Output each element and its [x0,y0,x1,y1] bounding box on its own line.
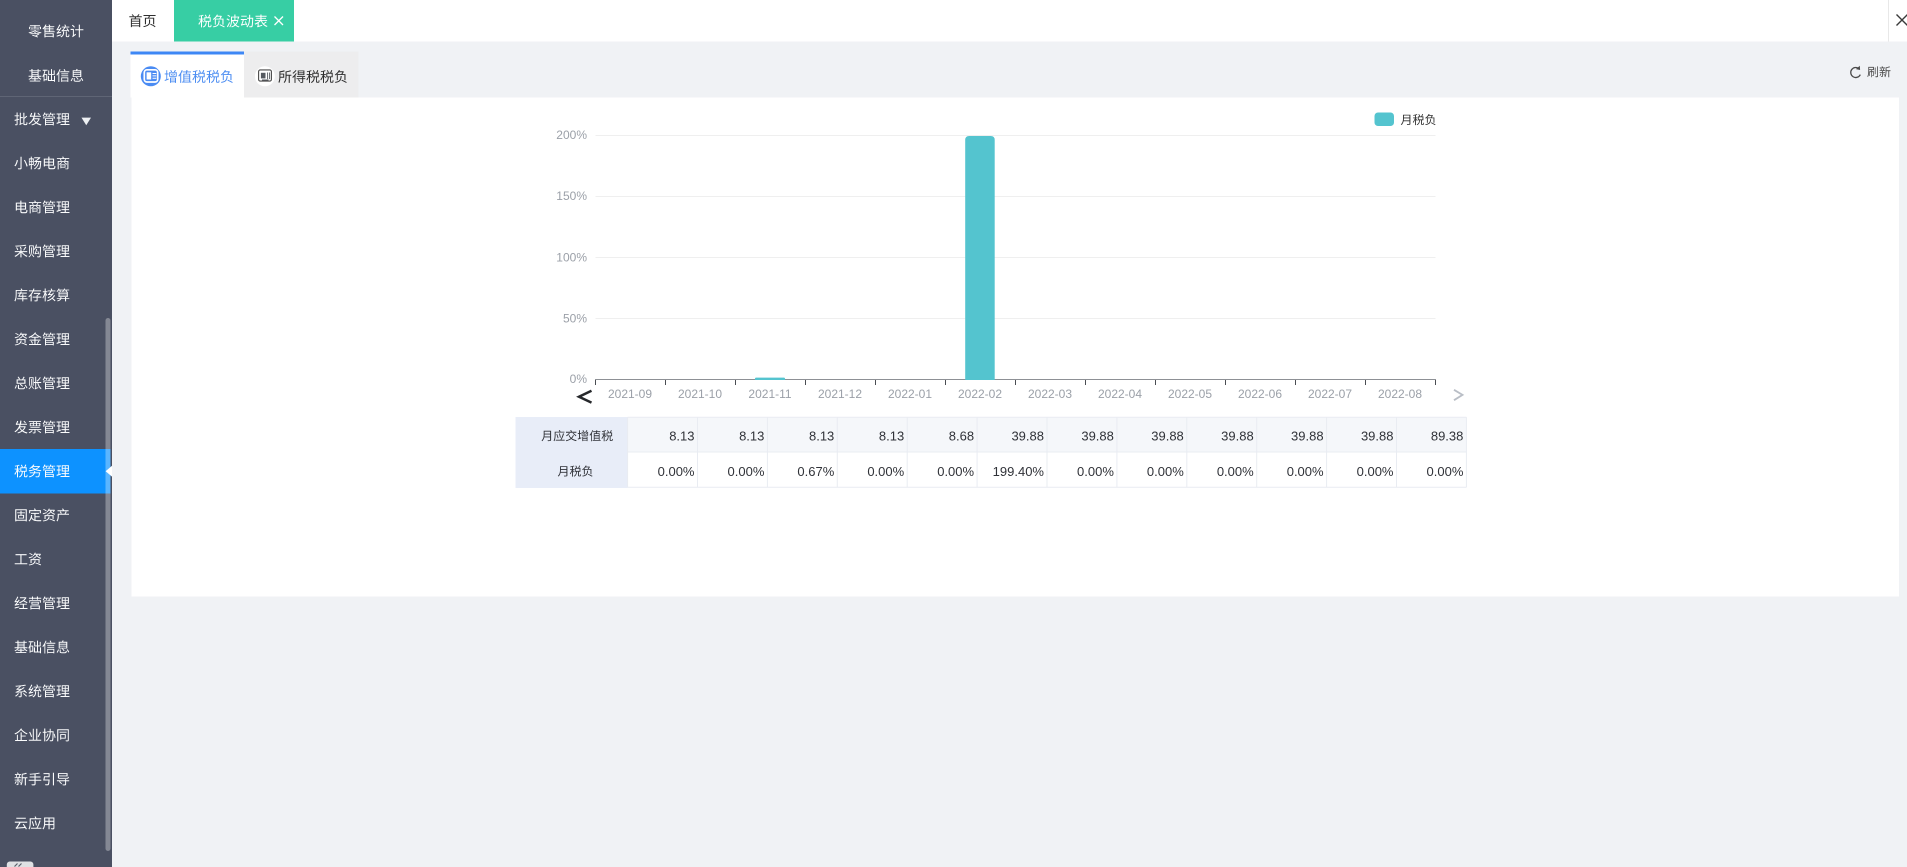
svg-text:200%: 200% [556,128,587,142]
svg-text:2022-03: 2022-03 [1028,387,1072,401]
svg-text:0.00%: 0.00% [867,464,904,479]
svg-text:0.00%: 0.00% [1217,464,1254,479]
svg-text:150%: 150% [556,189,587,203]
svg-text:2021-09: 2021-09 [608,387,652,401]
svg-text:8.13: 8.13 [879,429,904,444]
svg-text:2022-06: 2022-06 [1238,387,1282,401]
svg-text:0.00%: 0.00% [1357,464,1394,479]
svg-text:2022-08: 2022-08 [1378,387,1422,401]
svg-text:0.67%: 0.67% [797,464,834,479]
svg-text:0.00%: 0.00% [937,464,974,479]
svg-text:2021-12: 2021-12 [818,387,862,401]
svg-text:50%: 50% [563,312,587,326]
svg-text:2022-04: 2022-04 [1098,387,1142,401]
svg-text:0.00%: 0.00% [1287,464,1324,479]
svg-text:2022-05: 2022-05 [1168,387,1212,401]
svg-text:39.88: 39.88 [1151,429,1184,444]
svg-text:39.88: 39.88 [1081,429,1114,444]
svg-text:8.13: 8.13 [809,429,834,444]
svg-text:0.00%: 0.00% [1147,464,1184,479]
svg-text:39.88: 39.88 [1011,429,1044,444]
svg-text:2022-02: 2022-02 [958,387,1002,401]
svg-text:39.88: 39.88 [1361,429,1394,444]
svg-text:0.00%: 0.00% [1427,464,1464,479]
svg-text:8.68: 8.68 [949,429,974,444]
svg-text:199.40%: 199.40% [993,464,1045,479]
svg-text:0%: 0% [570,372,588,386]
svg-text:2022-07: 2022-07 [1308,387,1352,401]
svg-text:89.38: 89.38 [1431,429,1464,444]
svg-text:0.00%: 0.00% [1077,464,1114,479]
svg-text:8.13: 8.13 [669,429,694,444]
svg-text:0.00%: 0.00% [658,464,695,479]
svg-text:100%: 100% [556,250,587,264]
svg-text:0.00%: 0.00% [728,464,765,479]
svg-text:39.88: 39.88 [1221,429,1254,444]
svg-text:2021-11: 2021-11 [748,387,791,401]
svg-text:2021-10: 2021-10 [678,387,722,401]
svg-text:8.13: 8.13 [739,429,764,444]
svg-text:2022-01: 2022-01 [888,387,932,401]
svg-text:39.88: 39.88 [1291,429,1324,444]
